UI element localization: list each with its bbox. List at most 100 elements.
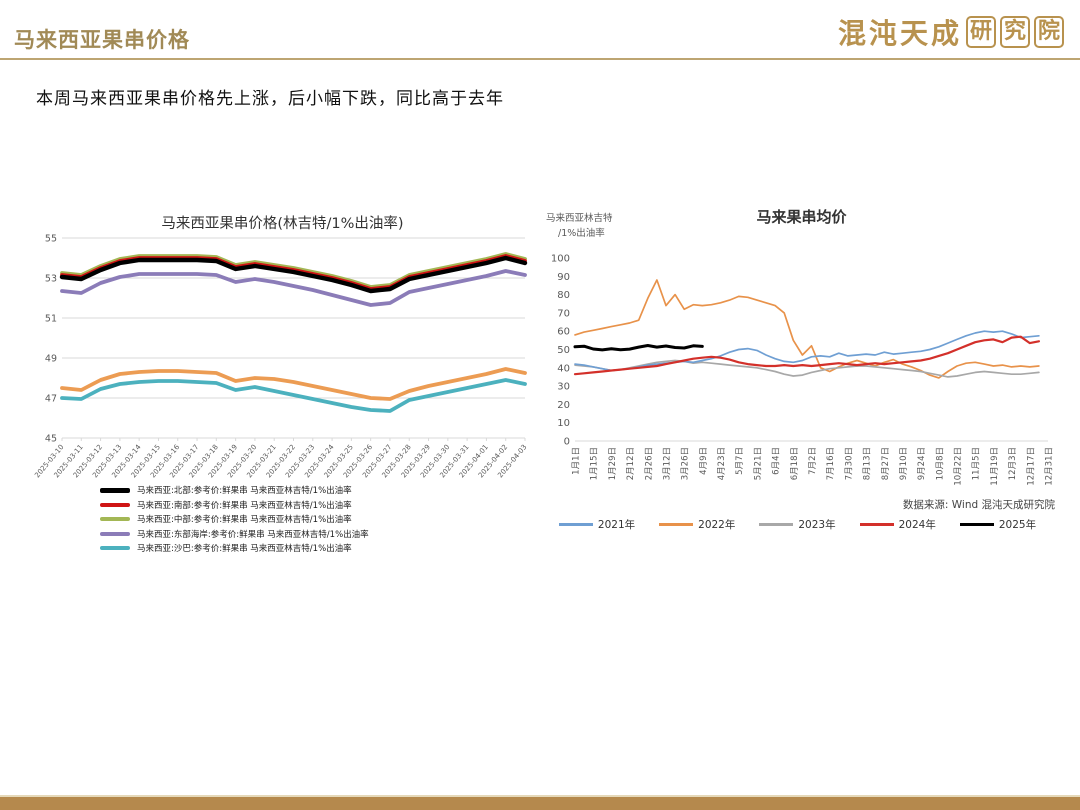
series-line-2024年	[573, 335, 1040, 376]
x-tick-label: 11月5日	[972, 447, 982, 480]
right-chart-axis-unit-label: 马来西亚林吉特 /1%出油率	[546, 211, 613, 241]
y-tick-label: 100	[551, 254, 570, 265]
y-tick-label: 49	[45, 354, 57, 365]
y-tick-label: 51	[45, 314, 57, 325]
legend-label: 马来西亚:中部:参考价:鲜果串 马来西亚林吉特/1%出油率	[137, 515, 352, 525]
left-chart-title: 马来西亚果串价格(林吉特/1%出油率)	[161, 216, 404, 232]
x-tick-label: 9月24日	[917, 447, 927, 480]
right-chart-title: 马来果串均价	[756, 208, 847, 226]
logo-text: 混沌天成	[837, 17, 962, 50]
x-tick-label: 4月23日	[717, 447, 727, 480]
logo-box-char: 研	[965, 16, 996, 48]
legend-swatch	[859, 522, 894, 527]
y-tick-label: 0	[564, 437, 570, 448]
series-line-unlabeled-4	[60, 367, 527, 401]
x-tick-label: 8月27日	[881, 447, 891, 480]
page-title: 马来西亚果串价格	[14, 28, 190, 52]
right-chart-legend: 2021年 2022年 2023年 2024年 2025年	[545, 517, 1050, 532]
legend-item: 马来西亚:南部:参考价:鲜果串 马来西亚林吉特/1%出油率	[100, 499, 369, 511]
y-tick-label: 90	[557, 272, 570, 283]
unit-label-line1: 马来西亚林吉特	[546, 213, 613, 224]
legend-swatch	[100, 517, 130, 521]
legend-item: 2024年	[859, 517, 936, 532]
x-tick-label: 6月4日	[772, 447, 782, 475]
series-line-2025年	[573, 344, 704, 352]
x-tick-label: 3月26日	[681, 447, 691, 480]
x-tick-label: 2月12日	[626, 447, 636, 480]
y-tick-label: 50	[557, 345, 570, 356]
series-line-2021年	[574, 330, 1040, 372]
slide-subtitle: 本周马来西亚果串价格先上涨，后小幅下跌，同比高于去年	[36, 89, 504, 109]
y-tick-label: 60	[557, 327, 570, 338]
legend-item: 2021年	[558, 517, 636, 532]
legend-label: 2022年	[698, 519, 736, 531]
y-tick-label: 55	[45, 234, 57, 245]
x-tick-label: 5月7日	[735, 447, 745, 475]
x-tick-label: 1月1日	[572, 447, 582, 475]
header-rule-divider	[0, 58, 1080, 60]
legend-item: 2022年	[659, 517, 735, 532]
logo-box-char: 究	[999, 16, 1030, 48]
x-tick-label: 5月21日	[753, 447, 763, 480]
x-tick-label: 7月2日	[808, 447, 818, 475]
right-chart-canvas: 0 10 20 30 40 50 60 70 80 90 100 1月1日 1月15日 1月29日 2月12…	[551, 254, 1055, 486]
left-chart-canvas: 4547495153552025-03-102025-03-112025-03-…	[33, 234, 528, 480]
y-tick-label: 53	[45, 274, 57, 285]
legend-swatch	[759, 523, 794, 526]
data-source-note: 数据来源: Wind 混沌天成研究院	[902, 499, 1055, 511]
unit-label-line2: /1%出油率	[558, 228, 605, 240]
legend-item: 2025年	[959, 517, 1037, 532]
y-tick-label: 70	[557, 308, 570, 319]
left-chart-legend: 马来西亚:北部:参考价:鲜果串 马来西亚林吉特/1%出油率 马来西亚:南部:参考价…	[100, 484, 369, 557]
y-tick-label: 10	[557, 418, 570, 429]
legend-item: 马来西亚:沙巴:参考价:鲜果串 马来西亚林吉特/1%出油率	[100, 542, 369, 554]
bottom-accent-bar	[0, 795, 1080, 810]
legend-swatch	[100, 531, 130, 536]
legend-swatch	[100, 502, 130, 507]
series-line-2023年	[574, 359, 1040, 378]
y-tick-label: 30	[557, 382, 570, 393]
x-tick-label: 12月3日	[1008, 447, 1018, 480]
legend-label: 马来西亚:南部:参考价:鲜果串 马来西亚林吉特/1%出油率	[137, 500, 352, 511]
x-tick-label: 8月13日	[863, 447, 873, 480]
legend-swatch	[959, 522, 994, 527]
legend-swatch	[558, 523, 593, 526]
y-tick-label: 47	[45, 394, 57, 405]
logo-box-char: 院	[1033, 16, 1064, 48]
series-line-马来西亚:东部海岸:参考价:鲜果串 马来西亚林吉特/1%出油率	[60, 269, 527, 307]
legend-label: 2021年	[597, 519, 636, 531]
x-tick-label: 10月22日	[954, 447, 964, 486]
x-tick-label: 11月19日	[990, 447, 1000, 486]
series-line-2022年	[574, 279, 1040, 379]
x-tick-label: 1月29日	[608, 447, 618, 480]
series-line-马来西亚:中部:参考价:鲜果串 马来西亚林吉特/1%出油率	[60, 252, 527, 289]
legend-label: 马来西亚:北部:参考价:鲜果串 马来西亚林吉特/1%出油率	[137, 486, 352, 496]
legend-label: 2024年	[898, 519, 936, 531]
series-line-马来西亚:沙巴:参考价:鲜果串 马来西亚林吉特/1%出油率	[60, 378, 527, 413]
series-line-马来西亚:北部:参考价:鲜果串 马来西亚林吉特/1%出油率	[59, 255, 528, 294]
legend-item: 马来西亚:中部:参考价:鲜果串 马来西亚林吉特/1%出油率	[100, 513, 369, 525]
legend-label: 2025年	[998, 519, 1037, 531]
x-tick-label: 12月17日	[1026, 447, 1036, 486]
x-tick-label: 1月15日	[590, 447, 600, 480]
x-tick-label: 7月16日	[826, 447, 836, 480]
y-tick-label: 80	[557, 290, 570, 301]
legend-item: 2023年	[759, 517, 836, 532]
x-tick-label: 6月18日	[790, 447, 800, 480]
x-tick-label: 12月31日	[1045, 447, 1055, 486]
legend-label: 2023年	[798, 519, 836, 531]
y-tick-label: 40	[557, 363, 570, 374]
x-tick-label: 3月12日	[662, 447, 672, 480]
x-tick-label: 4月9日	[699, 447, 709, 475]
x-tick-label: 10月8日	[935, 447, 945, 480]
y-tick-label: 20	[557, 400, 570, 411]
legend-label: 马来西亚:东部海岸:参考价:鲜果串 马来西亚林吉特/1%出油率	[137, 529, 369, 540]
legend-swatch	[659, 523, 694, 526]
x-tick-label: 2月26日	[644, 447, 654, 480]
legend-item: 马来西亚:北部:参考价:鲜果串 马来西亚林吉特/1%出油率	[100, 484, 369, 496]
legend-label: 马来西亚:沙巴:参考价:鲜果串 马来西亚林吉特/1%出油率	[137, 544, 352, 554]
x-tick-label: 9月10日	[899, 447, 909, 480]
legend-swatch	[100, 546, 130, 550]
company-logo: 混沌天成 研 究 院	[838, 12, 1064, 52]
